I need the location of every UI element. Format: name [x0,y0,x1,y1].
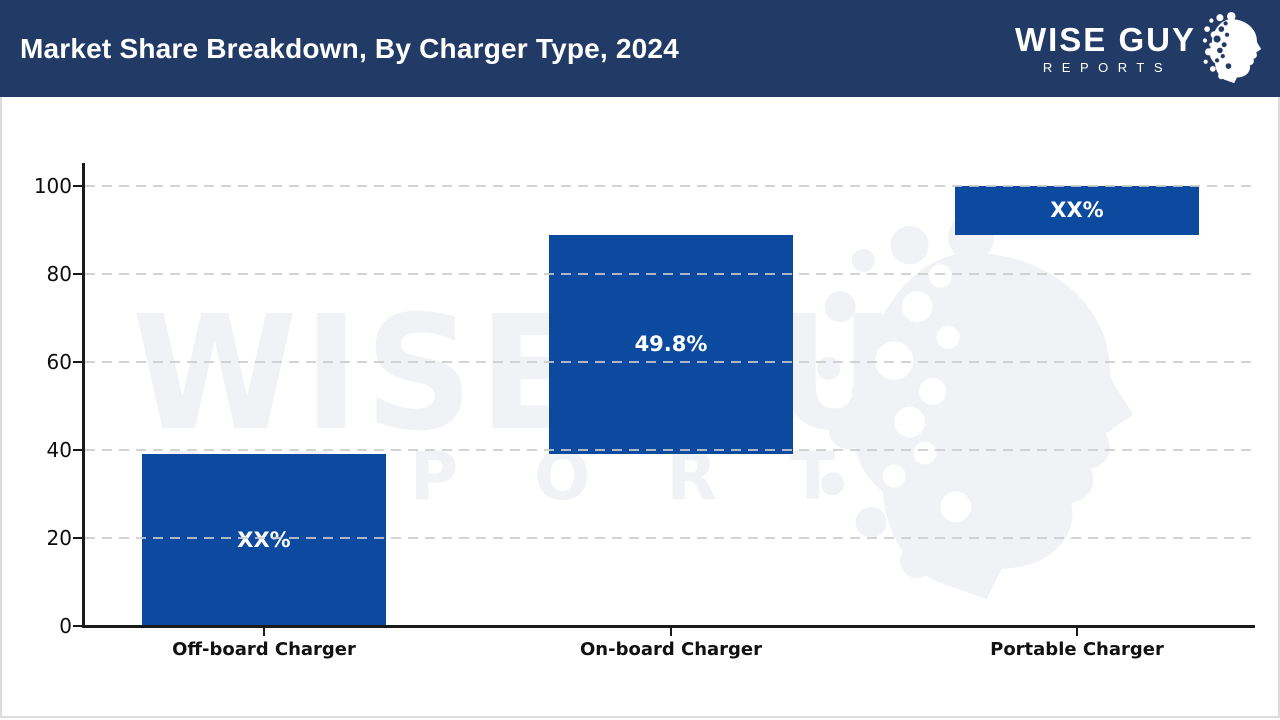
category-label: Portable Charger [990,639,1164,660]
page-left-border [0,97,2,716]
y-tick-mark [73,625,82,627]
logo-wordmark: WISE GUY [1014,21,1196,58]
bar-segment: XX% [955,186,1199,235]
gridline [85,537,1255,539]
y-tick-label: 40 [46,438,72,462]
logo-head-icon [1202,12,1262,84]
bar-segment: 49.8% [549,234,793,454]
gridline [85,449,1255,451]
y-tick-mark [73,185,82,187]
y-tick-mark [73,361,82,363]
category-label: Off-board Charger [172,639,356,660]
y-tick-label: 0 [59,614,72,638]
y-tick-mark [73,537,82,539]
x-axis-line [82,625,1255,628]
category-label: On-board Charger [579,639,763,660]
gridline [85,185,1255,187]
y-axis-line [82,163,85,628]
wise-guy-reports-logo: WISE GUY REPORTS [1015,8,1264,90]
page-right-border [1278,97,1280,716]
gridline [85,361,1255,363]
y-tick-label: 80 [46,262,72,286]
y-tick-label: 100 [33,174,72,198]
bar-value-label: 49.8% [634,332,708,357]
y-tick-label: 60 [46,350,72,374]
chart-title: Market Share Breakdown, By Charger Type,… [20,32,679,64]
x-tick-mark [263,628,265,636]
bar-value-label: XX% [237,527,291,552]
header-bar: Market Share Breakdown, By Charger Type,… [0,0,1280,97]
x-tick-mark [670,628,672,636]
logo-text: WISE GUY REPORTS [1015,22,1196,76]
bar-value-label: XX% [1050,198,1104,223]
x-tick-mark [1076,628,1078,636]
y-tick-mark [73,273,82,275]
page-bottom-border [0,716,1280,718]
watermark-head-icon [817,222,1133,600]
bar-segment: XX% [142,453,386,626]
logo-reports-text: REPORTS [1042,60,1173,75]
y-tick-label: 20 [46,526,72,550]
y-tick-mark [73,449,82,451]
gridline [85,273,1255,275]
